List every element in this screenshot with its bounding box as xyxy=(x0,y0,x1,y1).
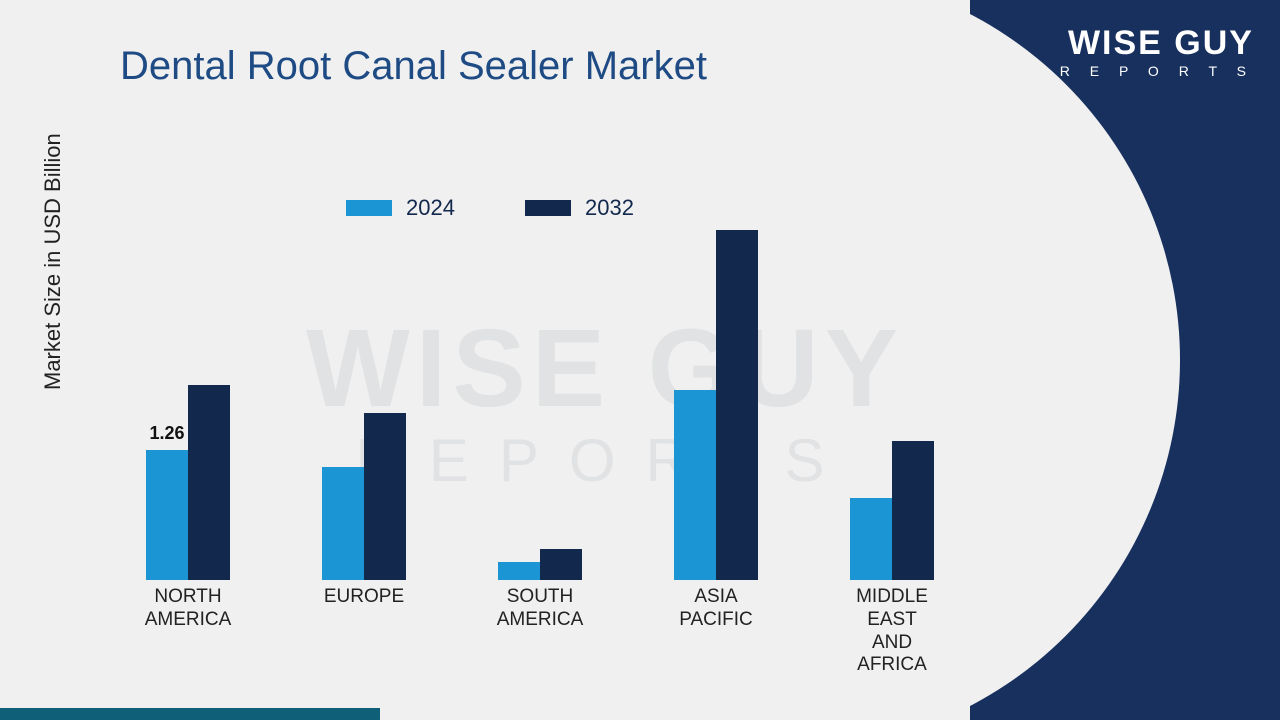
bar xyxy=(188,385,230,580)
brand-logo: WISE GUY R E P O R T S xyxy=(1060,26,1254,78)
bar-group xyxy=(674,230,758,580)
bar xyxy=(892,441,934,580)
bar xyxy=(850,498,892,580)
bottom-accent-bar xyxy=(0,708,380,720)
legend-item: 2032 xyxy=(525,195,634,221)
bar-group xyxy=(322,413,406,580)
x-axis-label: NORTHAMERICA xyxy=(118,586,258,677)
brand-line2: R E P O R T S xyxy=(1060,64,1254,78)
page-root: WISE GUY R E P O R T S WISE GUY REPORTS … xyxy=(0,0,1280,720)
y-axis-label: Market Size in USD Billion xyxy=(40,133,66,390)
x-axis-label: SOUTHAMERICA xyxy=(470,586,610,677)
bar-group xyxy=(850,441,934,580)
chart-area: 1.26 xyxy=(100,220,980,580)
legend-swatch xyxy=(346,200,392,216)
bar xyxy=(716,230,758,580)
bar-value-label: 1.26 xyxy=(149,423,184,450)
legend-label: 2032 xyxy=(585,195,634,221)
bar xyxy=(674,390,716,580)
bar xyxy=(364,413,406,580)
x-axis-label: ASIAPACIFIC xyxy=(646,586,786,677)
bar xyxy=(540,549,582,580)
legend: 2024 2032 xyxy=(0,195,980,221)
bar-group: 1.26 xyxy=(146,385,230,580)
bar: 1.26 xyxy=(146,450,188,580)
bar xyxy=(322,467,364,580)
legend-label: 2024 xyxy=(406,195,455,221)
bar-group xyxy=(498,549,582,580)
legend-swatch xyxy=(525,200,571,216)
x-axis-label: EUROPE xyxy=(294,586,434,677)
page-title: Dental Root Canal Sealer Market xyxy=(120,44,707,89)
x-axis-label: MIDDLEEASTANDAFRICA xyxy=(822,586,962,677)
legend-item: 2024 xyxy=(346,195,455,221)
brand-line1: WISE GUY xyxy=(1060,26,1254,60)
bar xyxy=(498,562,540,581)
x-axis-labels: NORTHAMERICA EUROPE SOUTHAMERICA ASIAPACIFI… xyxy=(100,586,980,677)
